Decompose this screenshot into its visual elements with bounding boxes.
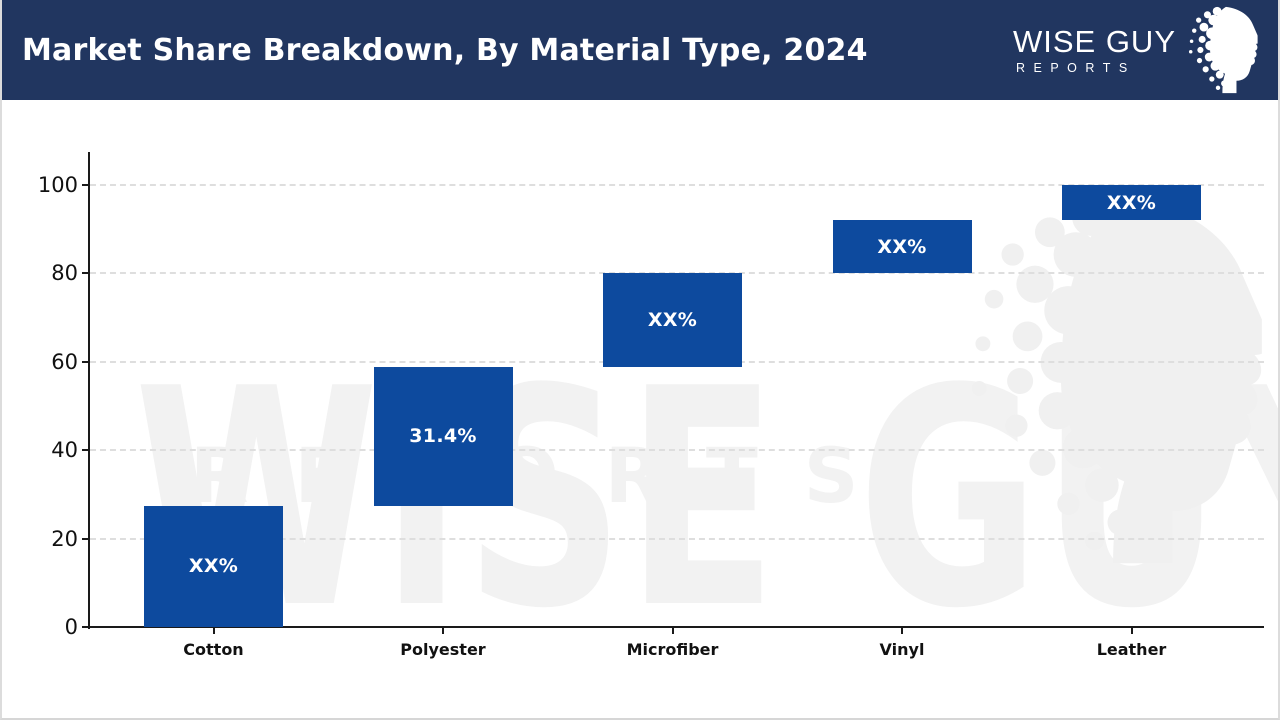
y-tick-mark-20	[82, 537, 90, 540]
bar-polyester: 31.4%	[373, 367, 513, 506]
gridline-100	[90, 184, 1264, 186]
bar-label-cotton: XX%	[188, 555, 239, 578]
bar-leather: XX%	[1062, 185, 1201, 221]
gridline-40	[90, 449, 1264, 452]
x-tick-mark-cotton	[212, 628, 215, 634]
x-tick-mark-vinyl	[901, 628, 903, 634]
x-axis-spine	[88, 626, 1264, 628]
bar-label-microfiber: XX%	[647, 309, 698, 332]
page-title: Market Share Breakdown, By Material Type…	[22, 32, 868, 68]
x-tick-mark-polyester	[442, 628, 444, 634]
bar-label-leather: XX%	[1106, 191, 1157, 214]
y-tick-label-60: 60	[51, 349, 78, 374]
logo-text: WISE GUY REPORTS	[1013, 26, 1176, 75]
category-label-polyester: Polyester	[400, 640, 486, 659]
y-tick-label-80: 80	[51, 261, 78, 286]
bar-vinyl: XX%	[832, 220, 972, 274]
category-label-leather: Leather	[1096, 640, 1167, 659]
x-tick-mark-microfiber	[671, 628, 674, 634]
y-tick-label-40: 40	[51, 438, 78, 463]
category-label-cotton: Cotton	[183, 640, 244, 659]
category-label-vinyl: Vinyl	[879, 640, 925, 659]
y-tick-label-100: 100	[37, 173, 78, 197]
y-tick-mark-40	[82, 449, 90, 452]
y-tick-label-20: 20	[51, 526, 78, 551]
gridline-20	[90, 537, 1264, 540]
logo-subtext: REPORTS	[1015, 60, 1136, 75]
wiseguy-logo: WISE GUY REPORTS	[1013, 6, 1258, 94]
bar-cotton: XX%	[144, 505, 283, 627]
logo-wordmark: WISE GUY	[1012, 23, 1176, 59]
bar-microfiber: XX%	[603, 273, 742, 368]
y-tick-mark-0	[82, 626, 90, 628]
y-tick-mark-60	[82, 360, 90, 363]
y-tick-mark-80	[82, 272, 90, 275]
y-axis-spine	[88, 152, 90, 629]
y-tick-mark-100	[82, 184, 90, 186]
chart: WISE GUY REPORTS 0 20 40 60 80 100 XX% Cotton 31…	[2, 100, 1278, 718]
header: Market Share Breakdown, By Material Type…	[2, 0, 1278, 100]
x-tick-mark-leather	[1130, 628, 1133, 634]
bar-label-vinyl: XX%	[877, 235, 927, 258]
y-tick-label-0: 0	[64, 615, 78, 639]
category-label-microfiber: Microfiber	[626, 640, 719, 659]
bar-label-polyester: 31.4%	[409, 425, 477, 448]
